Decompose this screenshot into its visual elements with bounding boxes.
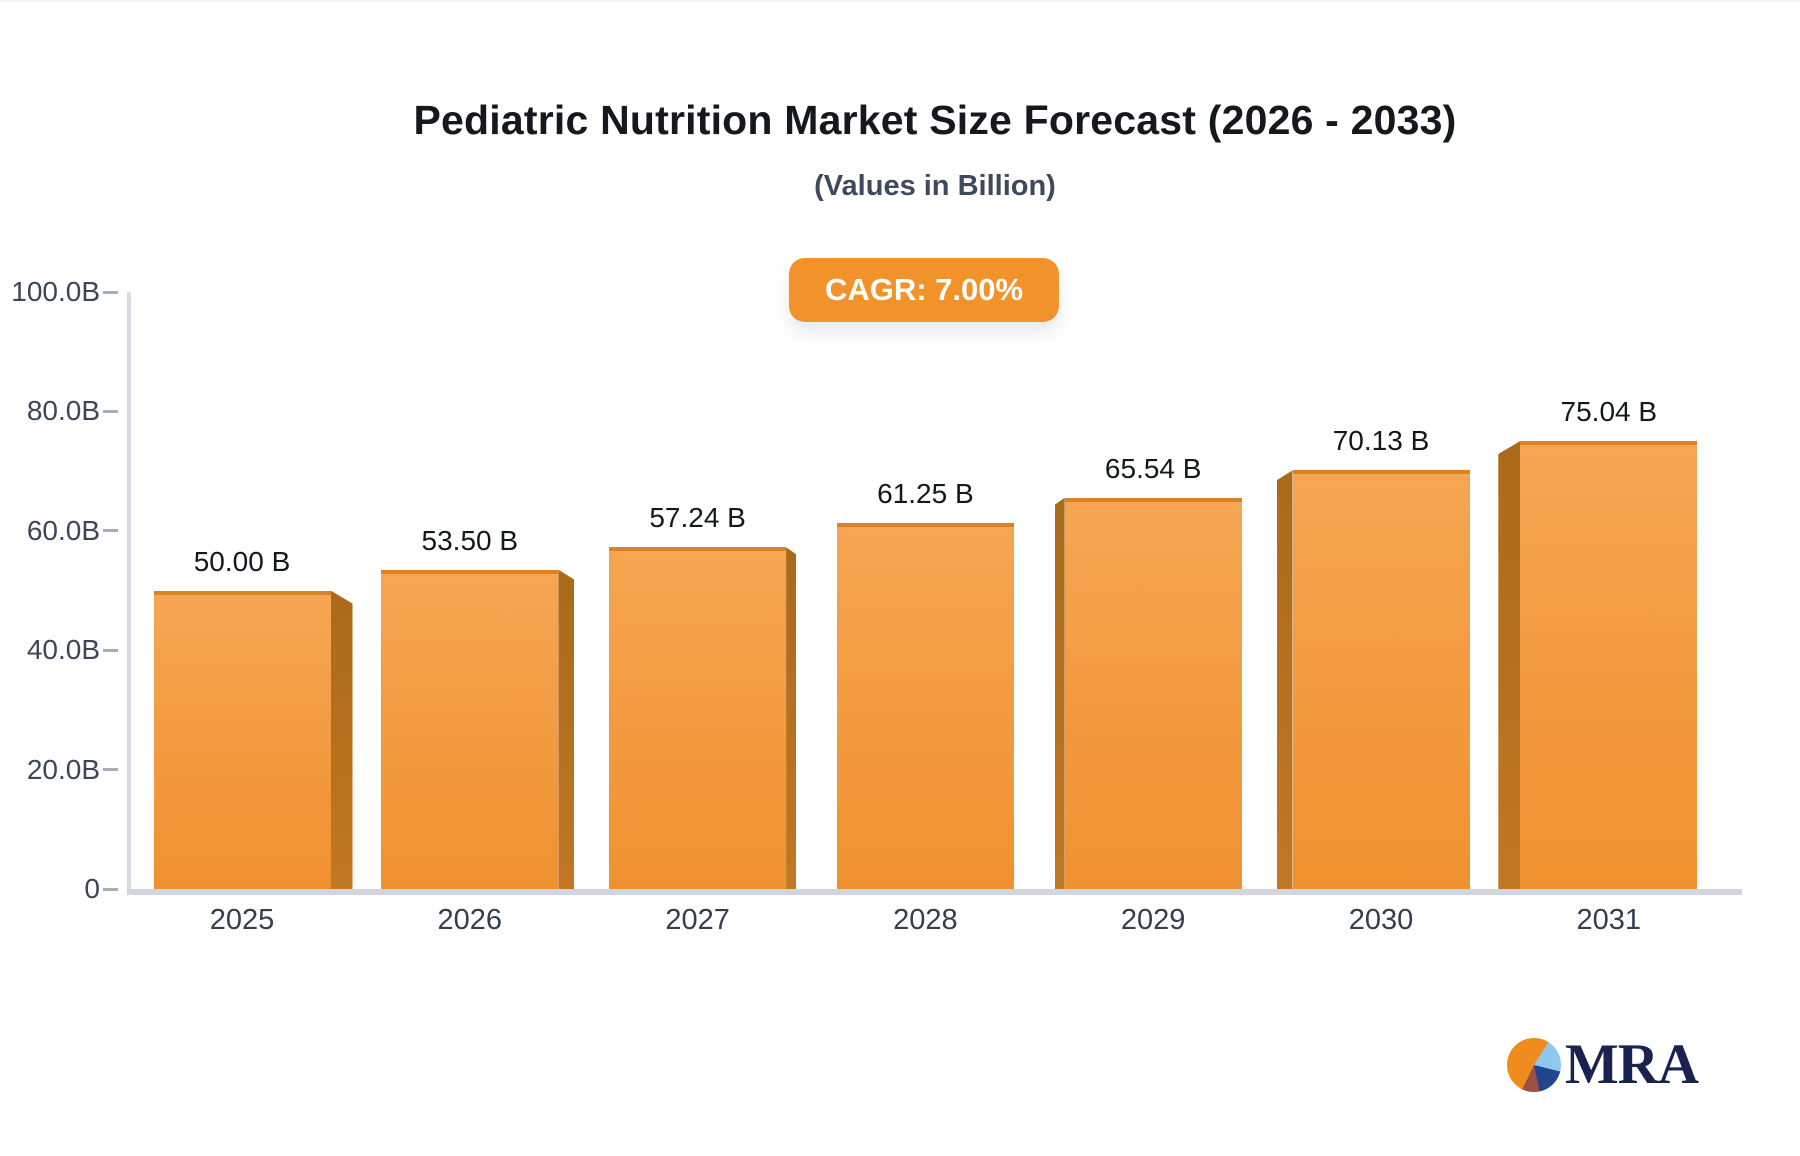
y-tick-label: 80.0B xyxy=(26,395,100,427)
logo-text: MRA xyxy=(1564,1033,1699,1096)
bar-2029 xyxy=(1064,497,1242,889)
y-tick-mark xyxy=(103,768,118,772)
x-axis-label-2027: 2027 xyxy=(665,904,730,936)
x-axis-label-2031: 2031 xyxy=(1576,904,1642,936)
y-axis-line xyxy=(127,292,131,889)
x-axis-baseline xyxy=(127,889,1742,895)
x-axis-label-2029: 2029 xyxy=(1120,904,1186,936)
bar-side-face-2031 xyxy=(1498,441,1521,889)
bar-side-face-2029 xyxy=(1054,497,1065,889)
bar-side-face-2030 xyxy=(1276,470,1293,889)
chart-header: Pediatric Nutrition Market Size Forecast… xyxy=(70,97,1800,203)
bar-2028 xyxy=(836,523,1014,889)
y-tick-mark xyxy=(103,409,118,413)
page-title: Pediatric Nutrition Market Size Forecast… xyxy=(413,97,1457,143)
bar-value-label-2028: 61.25 B xyxy=(877,478,974,510)
bar-value-label-2027: 57.24 B xyxy=(649,502,746,534)
y-tick-mark xyxy=(103,529,118,533)
x-axis-label-2026: 2026 xyxy=(437,904,503,936)
bar-2025 xyxy=(153,590,331,889)
bar-2026 xyxy=(381,569,559,889)
bar-2030 xyxy=(1292,470,1470,889)
y-tick-mark xyxy=(103,648,118,652)
x-axis-label-2025: 2025 xyxy=(209,904,275,936)
bar-value-label-2030: 70.13 B xyxy=(1332,425,1430,457)
bar-value-label-2031: 75.04 B xyxy=(1560,396,1658,427)
x-axis-label-2030: 2030 xyxy=(1348,904,1414,936)
y-tick-mark xyxy=(103,887,118,891)
bar-side-face-2025 xyxy=(330,590,353,889)
y-tick-mark xyxy=(103,290,118,294)
bar-value-label-2026: 53.50 B xyxy=(421,524,519,556)
bar-value-label-2025: 50.00 B xyxy=(193,545,291,577)
bar-2027 xyxy=(609,547,787,889)
bar-value-label-2029: 65.54 B xyxy=(1104,452,1202,484)
x-axis-label-2028: 2028 xyxy=(893,904,958,936)
y-tick-label: 0 xyxy=(84,873,100,904)
y-tick-label: 20.0B xyxy=(26,753,100,785)
pie-chart-logo-icon xyxy=(1506,1038,1561,1092)
y-tick-label: 60.0B xyxy=(26,514,100,546)
bar-side-face-2027 xyxy=(786,547,797,889)
y-tick-label: 100.0B xyxy=(11,276,100,307)
chart-subtitle: (Values in Billion) xyxy=(814,170,1056,202)
mra-logo: MRA xyxy=(1506,1033,1699,1096)
y-tick-label: 40.0B xyxy=(26,634,100,666)
bar-side-face-2026 xyxy=(558,569,575,889)
bar-2031 xyxy=(1520,441,1698,889)
cagr-badge: CAGR: 7.00% xyxy=(788,258,1060,322)
